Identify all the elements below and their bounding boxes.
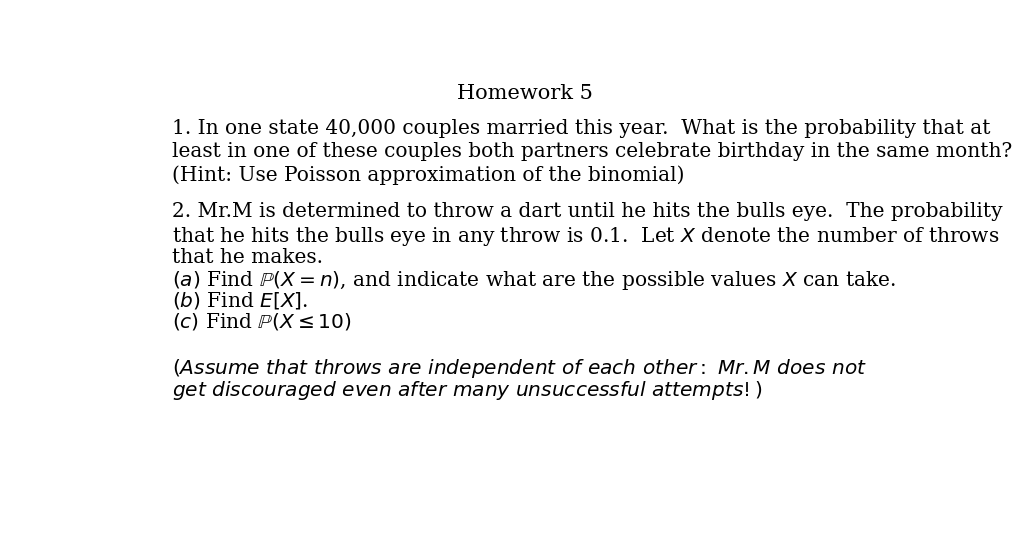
Text: Homework 5: Homework 5 bbox=[457, 84, 593, 103]
Text: $(Assume\ that\ throws\ are\ independent\ of\ each\ other{:}\ Mr.M\ does\ not$: $(Assume\ that\ throws\ are\ independent… bbox=[172, 357, 866, 380]
Text: that he hits the bulls eye in any throw is 0.1.  Let $X$ denote the number of th: that he hits the bulls eye in any throw … bbox=[172, 225, 999, 248]
Text: least in one of these couples both partners celebrate birthday in the same month: least in one of these couples both partn… bbox=[172, 142, 1012, 161]
Text: 2. Mr.M is determined to throw a dart until he hits the bulls eye.  The probabil: 2. Mr.M is determined to throw a dart un… bbox=[172, 202, 1002, 221]
Text: $(a)$ Find $\mathbb{P}(X = n)$, and indicate what are the possible values $X$ ca: $(a)$ Find $\mathbb{P}(X = n)$, and indi… bbox=[172, 269, 895, 292]
Text: $(c)$ Find $\mathbb{P}(X \leq 10)$: $(c)$ Find $\mathbb{P}(X \leq 10)$ bbox=[172, 311, 351, 332]
Text: (Hint: Use Poisson approximation of the binomial): (Hint: Use Poisson approximation of the … bbox=[172, 165, 684, 184]
Text: $(b)$ Find $E[X]$.: $(b)$ Find $E[X]$. bbox=[172, 290, 308, 311]
Text: 1. In one state 40,000 couples married this year.  What is the probability that : 1. In one state 40,000 couples married t… bbox=[172, 119, 990, 138]
Text: that he makes.: that he makes. bbox=[172, 248, 323, 267]
Text: $get\ discouraged\ even\ after\ many\ unsuccessful\ attempts!)$: $get\ discouraged\ even\ after\ many\ un… bbox=[172, 379, 763, 403]
